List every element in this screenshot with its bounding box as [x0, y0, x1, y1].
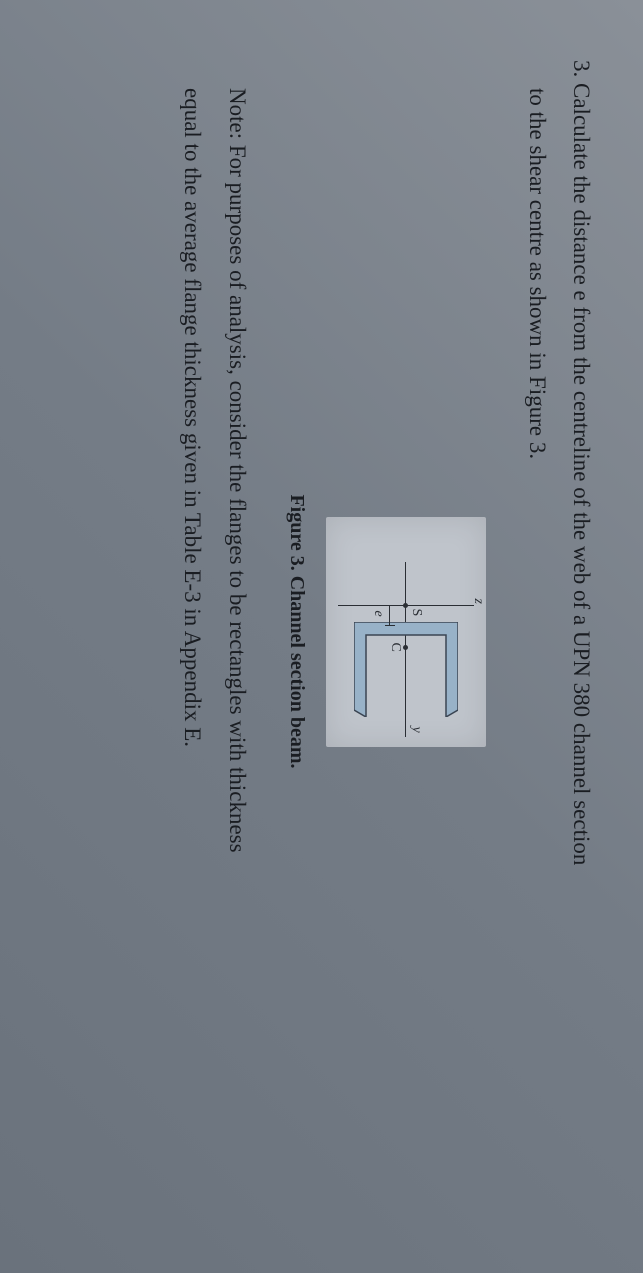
- channel-shape-icon: [354, 622, 458, 717]
- note-line1: For purposes of analysis, consider the f…: [225, 145, 250, 853]
- problem-line1: Calculate the distance e from the centre…: [569, 83, 594, 865]
- label-z: z: [470, 599, 486, 604]
- note-block: Note: For purposes of analysis, consider…: [169, 60, 259, 1203]
- shear-centre-point: [403, 603, 408, 608]
- page-content: 3. Calculate the distance e from the cen…: [0, 0, 643, 1273]
- label-s: S: [408, 609, 424, 617]
- centroid-point: [403, 645, 408, 650]
- problem-statement: 3. Calculate the distance e from the cen…: [516, 60, 603, 1203]
- figure-container: z y S C e: [326, 517, 486, 747]
- dim-e-tick-r: [385, 625, 395, 626]
- dim-e-line: [389, 605, 390, 625]
- note-label: Note:: [225, 88, 250, 139]
- label-c: C: [387, 643, 403, 652]
- label-y: y: [408, 727, 424, 733]
- figure-diagram: z y S C e: [326, 517, 486, 747]
- problem-number: 3.: [569, 60, 594, 77]
- dim-e-tick-l: [385, 605, 395, 606]
- problem-line2: to the shear centre as shown in Figure 3…: [516, 60, 560, 1203]
- note-line2: equal to the average flange thickness gi…: [169, 88, 214, 1203]
- figure-caption: Figure 3. Channel section beam.: [285, 60, 308, 1203]
- label-e: e: [370, 611, 386, 617]
